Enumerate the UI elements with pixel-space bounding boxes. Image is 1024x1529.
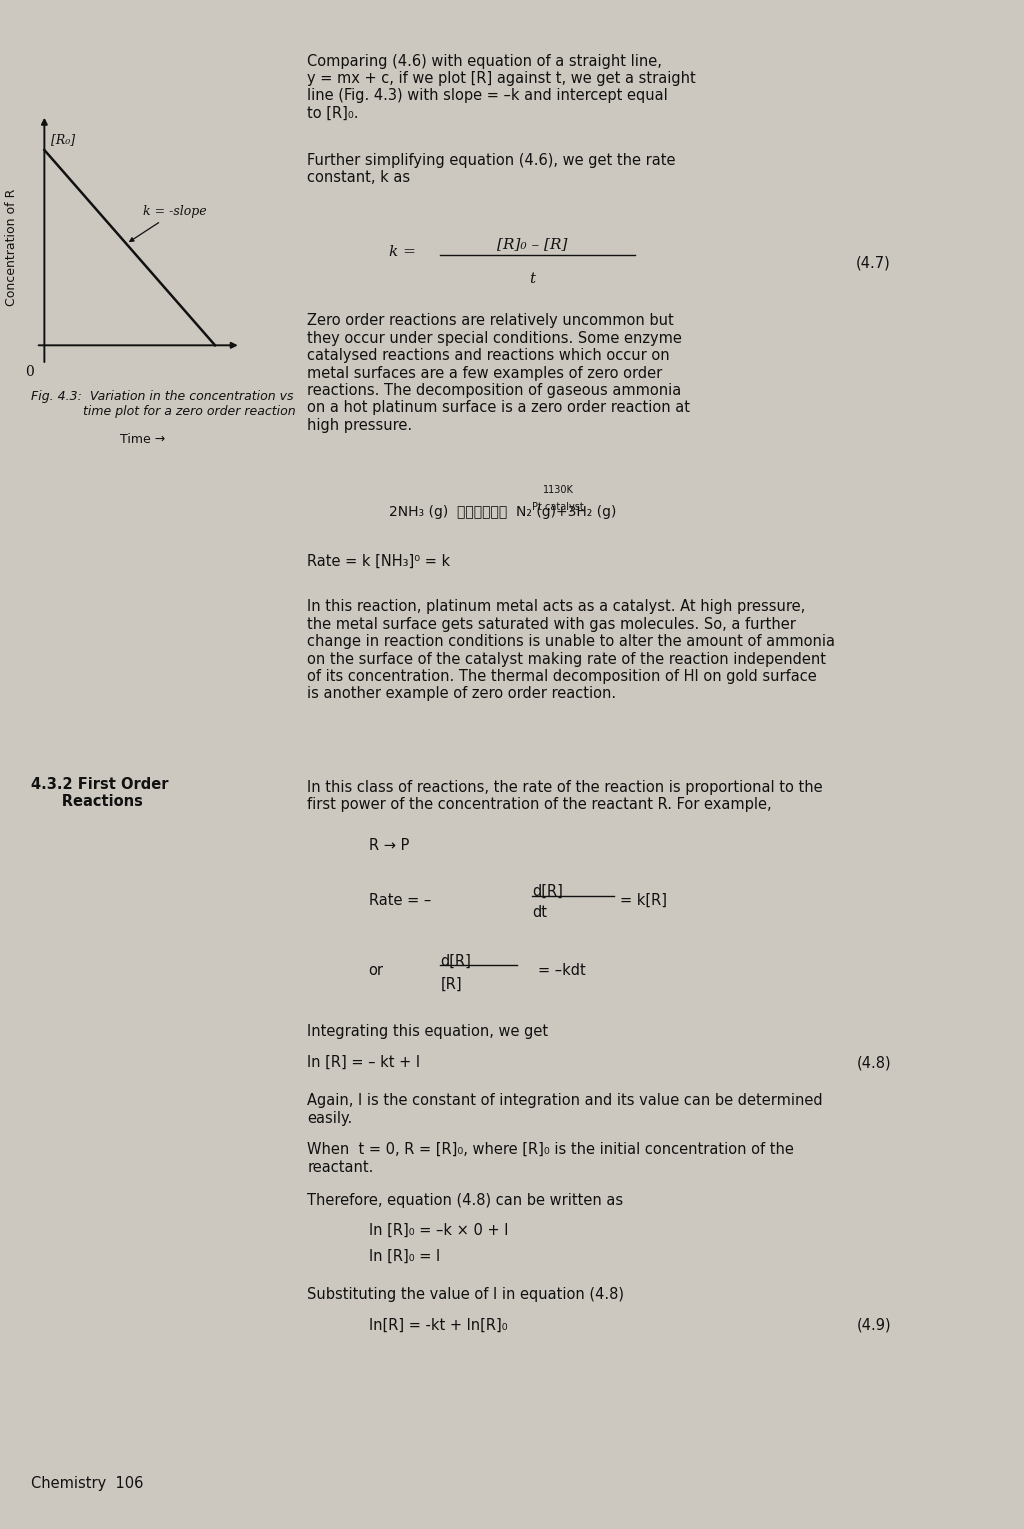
Text: Comparing (4.6) with equation of a straight line,
y = mx + c, if we plot [R] aga: Comparing (4.6) with equation of a strai… [307,54,696,121]
Text: = –kdt: = –kdt [538,963,586,979]
Text: In this class of reactions, the rate of the reaction is proportional to the
firs: In this class of reactions, the rate of … [307,780,823,812]
Text: [R]₀ – [R]: [R]₀ – [R] [498,237,567,251]
Text: t: t [529,272,536,286]
Text: R → P: R → P [369,838,409,853]
Text: Pt catalyst: Pt catalyst [532,502,584,512]
Text: d[R]: d[R] [440,954,471,969]
Text: 4.3.2 First Order
      Reactions: 4.3.2 First Order Reactions [31,777,168,809]
Text: Time →: Time → [120,433,165,446]
Text: Substituting the value of I in equation (4.8): Substituting the value of I in equation … [307,1287,625,1303]
Text: When  t = 0, R = [R]₀, where [R]₀ is the initial concentration of the
reactant.: When t = 0, R = [R]₀, where [R]₀ is the … [307,1142,794,1174]
Text: 2NH₃ (g)  ⎯⎯⎯⎯⎯⎯  N₂ (g)+3H₂ (g): 2NH₃ (g) ⎯⎯⎯⎯⎯⎯ N₂ (g)+3H₂ (g) [389,505,616,518]
Text: (4.9): (4.9) [856,1318,891,1333]
Text: Chemistry  106: Chemistry 106 [31,1475,143,1491]
Text: 1130K: 1130K [543,485,573,495]
Text: Further simplifying equation (4.6), we get the rate
constant, k as: Further simplifying equation (4.6), we g… [307,153,676,185]
Text: [R]: [R] [440,977,462,992]
Text: or: or [369,963,384,979]
Text: Integrating this equation, we get: Integrating this equation, we get [307,1024,548,1040]
Text: (4.8): (4.8) [856,1055,891,1070]
Text: (4.7): (4.7) [856,255,891,271]
Text: dt: dt [532,905,548,920]
Text: = k[R]: = k[R] [620,893,667,908]
Text: ln [R]₀ = –k × 0 + I: ln [R]₀ = –k × 0 + I [369,1223,508,1238]
Text: k =: k = [389,245,416,258]
Text: 0: 0 [26,365,34,379]
Text: ln [R] = – kt + I: ln [R] = – kt + I [307,1055,420,1070]
Text: d[R]: d[R] [532,884,563,899]
Text: Zero order reactions are relatively uncommon but
they occur under special condit: Zero order reactions are relatively unco… [307,313,690,433]
Text: Rate = –: Rate = – [369,893,431,908]
Text: Rate = k [NH₃]⁰ = k: Rate = k [NH₃]⁰ = k [307,553,451,569]
Text: Again, I is the constant of integration and its value can be determined
easily.: Again, I is the constant of integration … [307,1093,823,1125]
Text: k = -slope: k = -slope [130,205,207,242]
Text: [R₀]: [R₀] [51,133,76,147]
Text: Fig. 4.3:  Variation in the concentration vs
             time plot for a zero o: Fig. 4.3: Variation in the concentration… [31,390,295,417]
Text: In this reaction, platinum metal acts as a catalyst. At high pressure,
the metal: In this reaction, platinum metal acts as… [307,599,836,702]
Text: Therefore, equation (4.8) can be written as: Therefore, equation (4.8) can be written… [307,1193,624,1208]
Text: ln[R] = -kt + ln[R]₀: ln[R] = -kt + ln[R]₀ [369,1318,507,1333]
Text: ln [R]₀ = I: ln [R]₀ = I [369,1249,440,1264]
Text: Concentration of R: Concentration of R [5,190,18,306]
